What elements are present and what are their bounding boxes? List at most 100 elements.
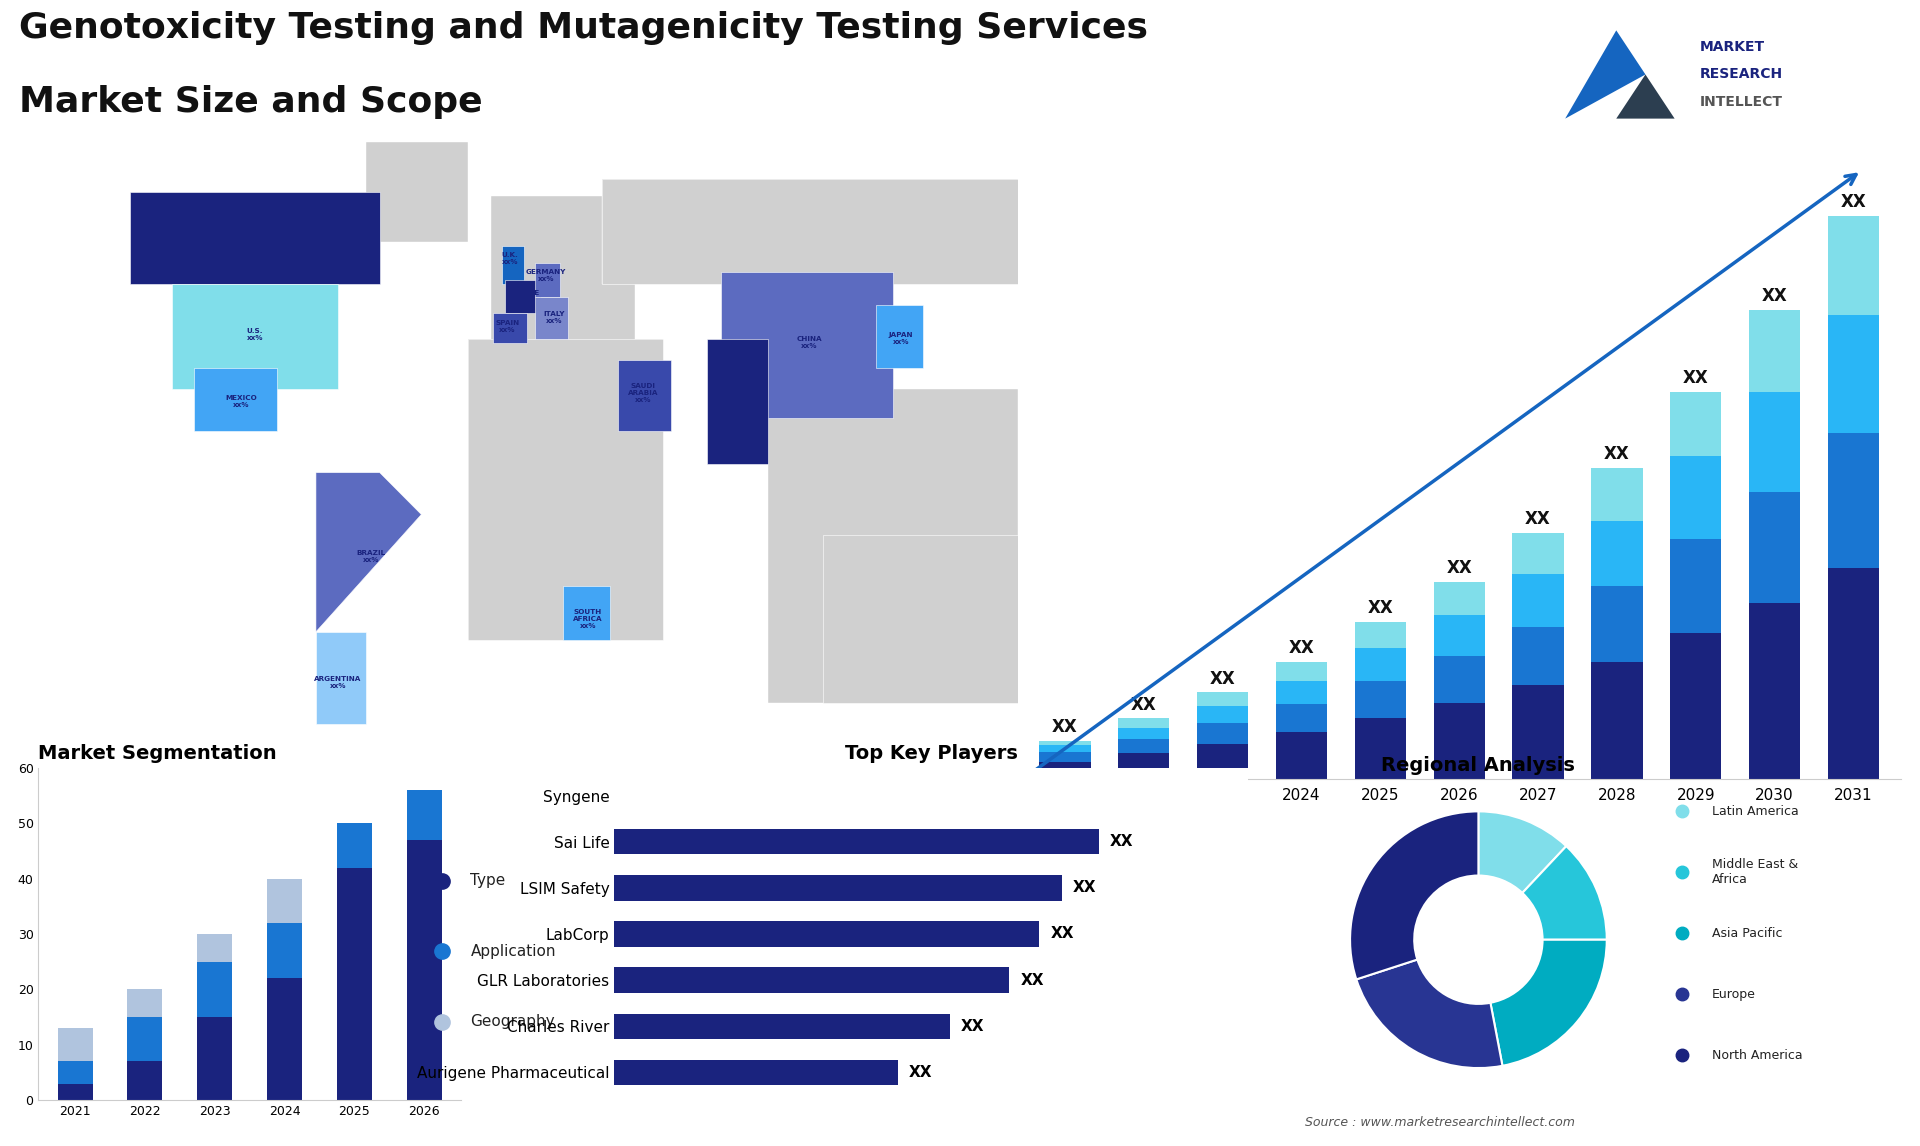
Bar [1828, 433, 1880, 568]
Text: INDIA
xx%: INDIA xx% [726, 403, 749, 416]
Text: BRAZIL
xx%: BRAZIL xx% [357, 550, 386, 563]
Bar [614, 876, 1062, 901]
Bar [1356, 719, 1405, 779]
Polygon shape [536, 264, 561, 297]
Bar [1434, 615, 1484, 656]
Bar [1670, 392, 1722, 456]
Bar [1513, 533, 1563, 574]
Bar [1356, 681, 1405, 719]
Bar [1117, 739, 1169, 753]
Bar [1434, 702, 1484, 779]
Text: Market Size and Scope: Market Size and Scope [19, 85, 482, 118]
Bar [198, 961, 232, 1018]
Bar [407, 790, 442, 840]
Polygon shape [492, 196, 636, 347]
Wedge shape [1490, 940, 1607, 1066]
Polygon shape [468, 338, 662, 641]
Text: XX: XX [1763, 286, 1788, 305]
Bar [58, 1084, 92, 1100]
Text: MEXICO
xx%: MEXICO xx% [225, 395, 257, 408]
Bar [1749, 492, 1801, 603]
Title: Top Key Players: Top Key Players [845, 745, 1018, 763]
Bar [614, 829, 1098, 855]
Text: SOUTH
AFRICA
xx%: SOUTH AFRICA xx% [572, 610, 603, 629]
Bar [1039, 745, 1091, 752]
Polygon shape [768, 388, 1018, 702]
Bar [614, 1060, 899, 1085]
Text: GERMANY
xx%: GERMANY xx% [526, 269, 566, 282]
Text: U.S.
xx%: U.S. xx% [246, 328, 263, 340]
Text: Source : www.marketresearchintellect.com: Source : www.marketresearchintellect.com [1306, 1116, 1574, 1129]
Text: Latin America: Latin America [1713, 804, 1799, 818]
Text: Europe: Europe [1713, 988, 1755, 1000]
Bar [1196, 692, 1248, 706]
Wedge shape [1523, 846, 1607, 940]
Text: XX: XX [1110, 834, 1133, 849]
Polygon shape [501, 246, 524, 284]
Bar [1277, 704, 1327, 732]
Bar [127, 1018, 163, 1061]
Text: XX: XX [1131, 696, 1156, 714]
Text: Asia Pacific: Asia Pacific [1713, 927, 1782, 940]
Bar [1749, 309, 1801, 392]
Bar [1513, 574, 1563, 627]
Polygon shape [536, 297, 568, 338]
Text: XX: XX [1288, 639, 1315, 657]
Text: ARGENTINA
xx%: ARGENTINA xx% [315, 676, 361, 689]
Text: RESEARCH: RESEARCH [1701, 68, 1784, 81]
Text: Application: Application [470, 943, 557, 959]
Text: XX: XX [1210, 669, 1235, 688]
Polygon shape [601, 180, 1018, 284]
Bar [1196, 744, 1248, 779]
Text: FRANCE
xx%: FRANCE xx% [507, 290, 540, 304]
Polygon shape [131, 193, 380, 284]
Bar [267, 879, 301, 923]
Polygon shape [367, 142, 468, 242]
Polygon shape [707, 338, 768, 464]
Bar [1828, 215, 1880, 315]
Bar [1828, 315, 1880, 433]
Bar [1434, 656, 1484, 702]
Text: North America: North America [1713, 1049, 1803, 1061]
Bar [1670, 633, 1722, 779]
Bar [336, 823, 372, 868]
Text: XX: XX [962, 1019, 985, 1034]
Text: Middle East &
Africa: Middle East & Africa [1713, 858, 1799, 886]
Bar [1749, 603, 1801, 779]
Bar [1117, 753, 1169, 779]
Bar [614, 921, 1039, 947]
Text: ITALY
xx%: ITALY xx% [543, 312, 564, 324]
Polygon shape [618, 360, 670, 431]
Polygon shape [505, 280, 541, 314]
Bar [1592, 586, 1642, 662]
Text: CANADA: CANADA [238, 227, 273, 233]
Polygon shape [824, 535, 1018, 702]
Text: Type: Type [470, 873, 505, 888]
Bar [1592, 521, 1642, 586]
Text: XX: XX [1446, 559, 1473, 578]
Text: XX: XX [1684, 369, 1709, 387]
Polygon shape [317, 631, 367, 724]
Bar [1039, 762, 1091, 779]
Polygon shape [171, 284, 338, 388]
Text: XX: XX [1050, 926, 1073, 942]
Polygon shape [468, 338, 662, 641]
Polygon shape [1565, 31, 1645, 118]
Title: Regional Analysis: Regional Analysis [1382, 756, 1574, 775]
Polygon shape [720, 272, 893, 418]
Bar [1039, 752, 1091, 762]
Polygon shape [601, 180, 1018, 284]
Wedge shape [1356, 959, 1503, 1068]
Text: U.K.
xx%: U.K. xx% [501, 252, 518, 266]
Bar [198, 934, 232, 961]
Polygon shape [563, 586, 611, 641]
Bar [1749, 392, 1801, 492]
Bar [407, 840, 442, 1100]
Bar [1277, 732, 1327, 779]
Bar [1196, 706, 1248, 723]
Bar [58, 1061, 92, 1084]
Text: SPAIN
xx%: SPAIN xx% [495, 320, 520, 332]
Text: XX: XX [1021, 973, 1044, 988]
Bar [1356, 622, 1405, 647]
Bar [614, 1013, 950, 1039]
